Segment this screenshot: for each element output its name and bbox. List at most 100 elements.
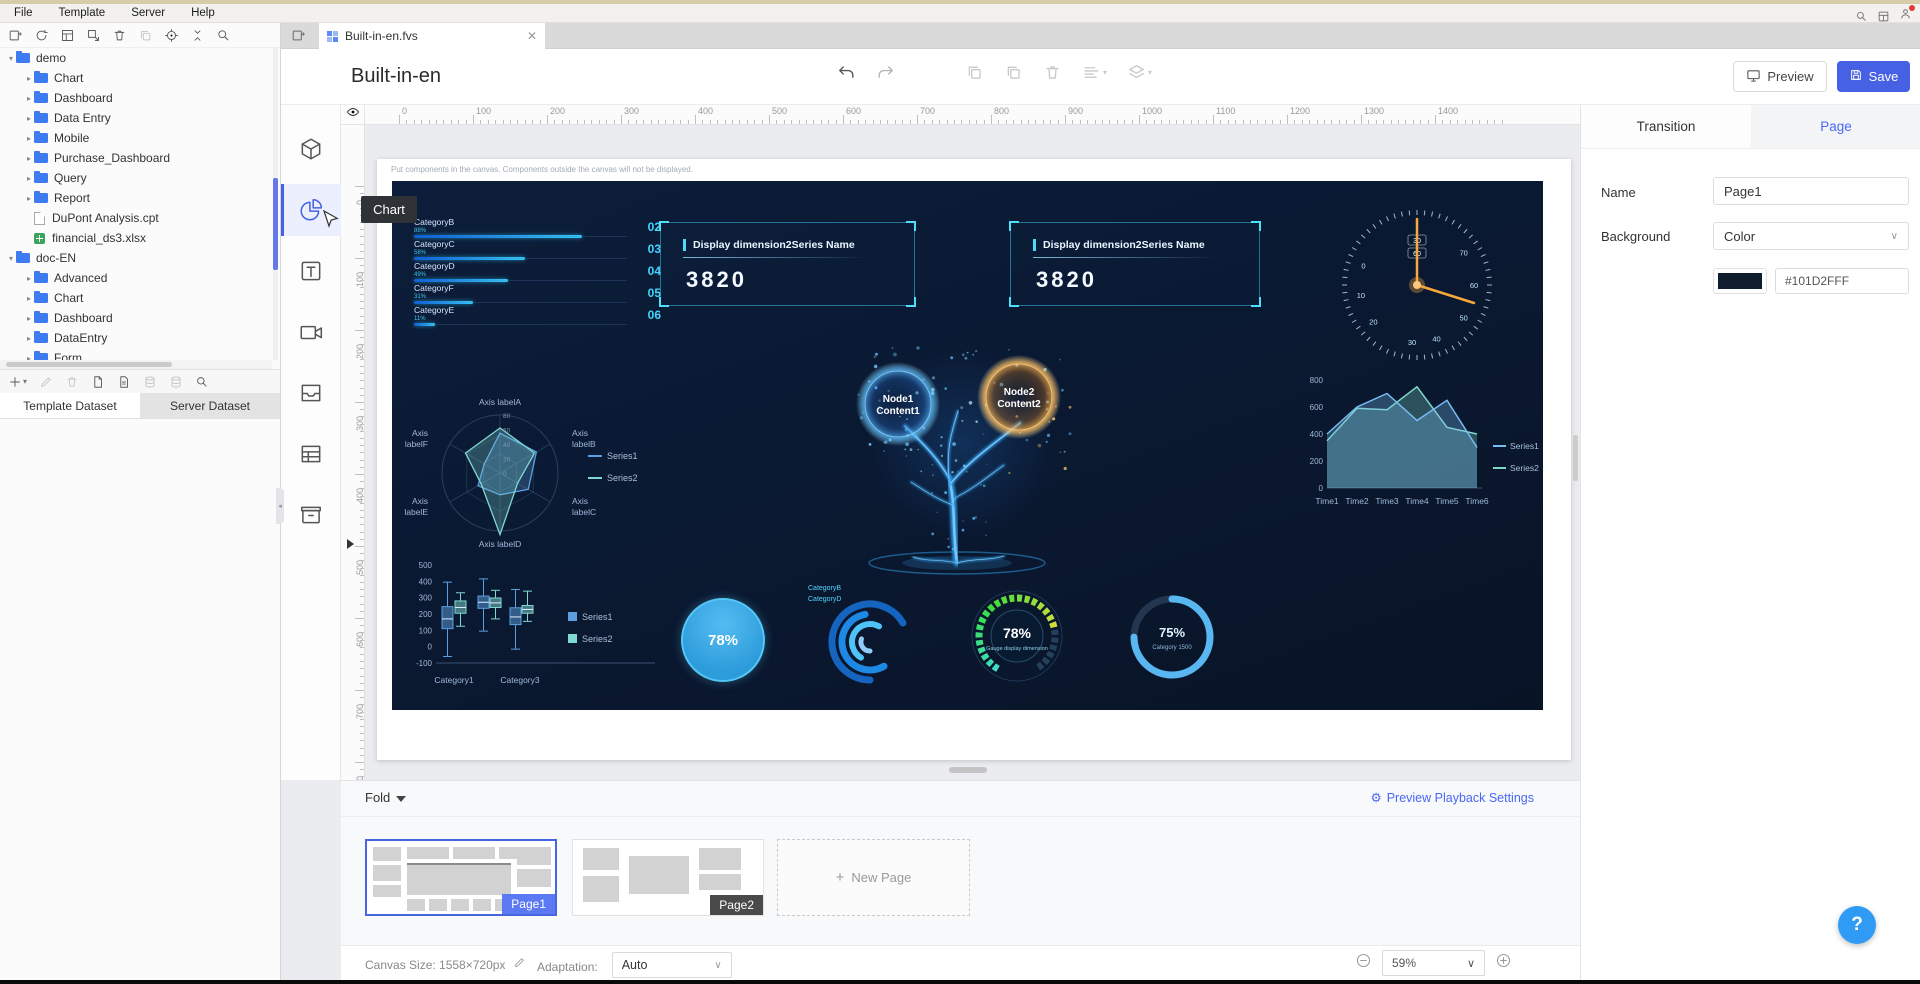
background-color-swatch[interactable]	[1713, 268, 1767, 294]
search-button[interactable]	[216, 28, 231, 43]
paste-button[interactable]	[1004, 63, 1023, 82]
tool-text[interactable]	[281, 245, 341, 297]
tree-item-query[interactable]: ▸ Query	[0, 168, 272, 188]
menu-help[interactable]: Help	[191, 7, 215, 19]
copy-button[interactable]	[138, 28, 153, 43]
tab-page[interactable]: Page	[1751, 105, 1920, 148]
tool-assets[interactable]	[281, 123, 341, 175]
tree-item-report[interactable]: ▸ Report	[0, 188, 272, 208]
preview-button[interactable]: Preview	[1733, 61, 1827, 92]
new-page-button[interactable]: + New Page	[777, 839, 970, 916]
move-dataset-button[interactable]	[169, 375, 183, 389]
search-dataset-button[interactable]	[195, 375, 209, 389]
canvas-horizontal-scrollbar[interactable]	[949, 767, 987, 773]
menu-file[interactable]: File	[14, 7, 33, 19]
tree-item-mobile[interactable]: ▸ Mobile	[0, 128, 272, 148]
align-button[interactable]: ▾	[1082, 63, 1107, 82]
tool-table[interactable]	[281, 428, 341, 480]
tree-item-financial-ds3-xlsx[interactable]: financial_ds3.xlsx	[0, 228, 272, 248]
clock-gauge-chart[interactable]: 0102030405060703060	[1322, 197, 1512, 374]
new-tab-icon[interactable]	[291, 28, 306, 48]
radar-chart[interactable]: 80 60 40 20 0 Axis labelA Axis labelB Axis labelC…	[392, 344, 662, 567]
tool-material[interactable]	[281, 367, 341, 419]
zoom-level-select[interactable]: ∨	[1382, 950, 1485, 976]
adaptation-select[interactable]: Auto ∨	[611, 952, 732, 978]
page1-thumbnail[interactable]: Page1	[365, 839, 557, 916]
edit-sql-button[interactable]	[117, 375, 131, 389]
caret-closed-icon[interactable]: ▸	[26, 93, 31, 103]
locate-button[interactable]	[164, 28, 179, 43]
dial-gauge-chart[interactable]: 78% Gauge display dimension	[957, 578, 1077, 703]
caret-closed-icon[interactable]: ▸	[26, 113, 31, 123]
tool-component[interactable]	[281, 489, 341, 541]
fold-toggle[interactable]: Fold	[365, 790, 407, 805]
menu-server[interactable]: Server	[131, 7, 166, 19]
copy-button[interactable]	[965, 63, 984, 82]
arrange-button[interactable]: ▾	[1127, 63, 1152, 82]
tree-item-dashboard[interactable]: ▸ Dashboard	[0, 88, 272, 108]
caret-closed-icon[interactable]: ▸	[26, 173, 31, 183]
caret-closed-icon[interactable]: ▸	[26, 313, 31, 323]
report-view-button[interactable]	[60, 28, 75, 43]
node-graph-art[interactable]: Node1 Content1 Node2 Content2	[762, 293, 1162, 598]
edit-pencil-icon[interactable]	[513, 956, 526, 974]
tree-item-chart[interactable]: ▸ Chart	[0, 68, 272, 88]
caret-closed-icon[interactable]: ▸	[26, 333, 31, 343]
ruler-marker[interactable]	[347, 539, 354, 549]
zoom-level-input[interactable]	[1392, 956, 1442, 970]
caret-open-icon[interactable]: ▾	[8, 53, 13, 63]
tree-item-demo[interactable]: ▾ demo	[0, 48, 272, 68]
preview-dataset-button[interactable]	[91, 375, 105, 389]
tree-item-data-entry[interactable]: ▸ Data Entry	[0, 108, 272, 128]
tree-item-dupont-analysis-cpt[interactable]: DuPont Analysis.cpt	[0, 208, 272, 228]
delete-dataset-button[interactable]	[65, 375, 79, 389]
tree-item-dataentry[interactable]: ▸ DataEntry	[0, 328, 272, 348]
kpi-card-left[interactable]: Display dimension2Series Name 3820	[659, 221, 916, 307]
search-icon[interactable]	[1855, 10, 1868, 23]
liquid-gauge-chart[interactable]: 78%	[681, 598, 765, 682]
background-color-hex-input[interactable]	[1775, 268, 1909, 294]
menu-template[interactable]: Template	[58, 7, 106, 19]
tab-server-dataset[interactable]: Server Dataset	[140, 393, 280, 418]
edit-dataset-button[interactable]	[39, 375, 53, 389]
ranking-bar-chart[interactable]: CategoryB 88% 02 CategoryC 58% 03 CategoryD 49%…	[414, 217, 669, 332]
document-tab[interactable]: Built-in-en.fvs ✕	[319, 23, 545, 49]
copy-dataset-button[interactable]	[143, 375, 157, 389]
page-name-input[interactable]	[1713, 177, 1909, 205]
new-template-button[interactable]	[8, 28, 23, 43]
caret-closed-icon[interactable]: ▸	[26, 293, 31, 303]
refresh-button[interactable]	[34, 28, 49, 43]
tool-media[interactable]	[281, 306, 341, 358]
tree-vertical-scrollbar[interactable]	[273, 48, 278, 360]
page2-thumbnail[interactable]: Page2	[572, 839, 764, 916]
caret-closed-icon[interactable]: ▸	[26, 273, 31, 283]
preview-playback-settings-link[interactable]: ⚙ Preview Playback Settings	[1370, 790, 1534, 806]
delete-button[interactable]	[112, 28, 127, 43]
layout-icon[interactable]	[1877, 10, 1890, 23]
panel-collapse-handle[interactable]: ◂	[276, 488, 284, 524]
account-icon[interactable]	[1899, 7, 1912, 20]
zoom-out-button[interactable]	[1355, 952, 1372, 974]
caret-closed-icon[interactable]: ▸	[26, 133, 31, 143]
caret-open-icon[interactable]: ▾	[8, 253, 13, 263]
eye-icon[interactable]	[346, 105, 360, 124]
undo-button[interactable]	[837, 63, 856, 82]
zoom-in-button[interactable]	[1495, 952, 1512, 974]
tree-item-chart[interactable]: ▸ Chart	[0, 288, 272, 308]
tree-item-purchase-dashboard[interactable]: ▸ Purchase_Dashboard	[0, 148, 272, 168]
kpi-card-right[interactable]: Display dimension2Series Name 3820	[1009, 221, 1261, 307]
delete-button[interactable]	[1043, 63, 1062, 82]
add-dataset-button[interactable]: ▾	[8, 375, 27, 389]
box-plot-chart[interactable]: 500 400 300 200 100 0 -100 Category1 Category3 Se…	[410, 548, 670, 703]
tree-item-dashboard[interactable]: ▸ Dashboard	[0, 308, 272, 328]
dashboard-canvas[interactable]: CategoryB 88% 02 CategoryC 58% 03 CategoryD 49%…	[392, 181, 1543, 710]
caret-closed-icon[interactable]: ▸	[26, 153, 31, 163]
tool-chart[interactable]	[281, 184, 341, 236]
tab-transition[interactable]: Transition	[1581, 105, 1751, 148]
caret-closed-icon[interactable]: ▸	[26, 73, 31, 83]
tree-item-advanced[interactable]: ▸ Advanced	[0, 268, 272, 288]
ring-arcs-chart[interactable]: CategoryB CategoryD	[806, 578, 926, 703]
help-button[interactable]: ?	[1838, 906, 1876, 944]
progress-ring-chart[interactable]: 75% Category 1500	[1112, 577, 1232, 702]
redo-button[interactable]	[876, 63, 895, 82]
